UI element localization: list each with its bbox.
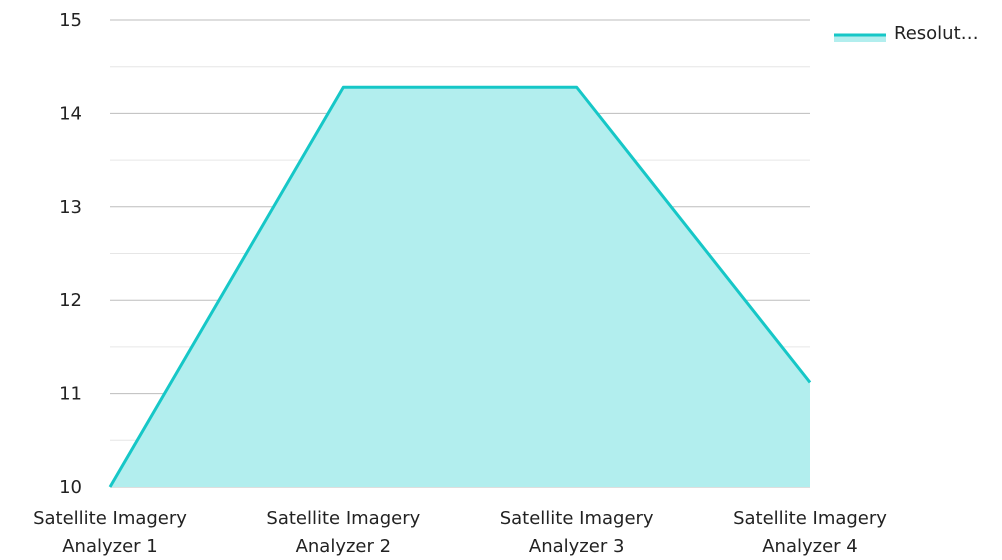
legend-label: Resolut… <box>894 23 979 44</box>
x-tick-label: Satellite Imagery Analyzer 2 <box>266 508 420 557</box>
x-tick-label: Satellite Imagery Analyzer 3 <box>500 508 654 557</box>
y-axis: 10 11 12 13 14 15 <box>59 10 82 498</box>
series-line <box>108 85 812 488</box>
y-tick-label: 13 <box>59 197 82 218</box>
series-area <box>108 85 812 488</box>
y-tick-label: 14 <box>59 103 82 124</box>
y-tick-label: 12 <box>59 290 82 311</box>
x-tick-label: Satellite Imagery Analyzer 1 <box>33 508 187 557</box>
area-fill <box>110 87 810 488</box>
x-tick-label: Satellite Imagery Analyzer 4 <box>733 508 887 557</box>
x-axis: Satellite Imagery Analyzer 1 Satellite Ima… <box>33 508 887 557</box>
y-tick-label: 15 <box>59 10 82 31</box>
y-tick-label: 10 <box>59 477 82 498</box>
legend-swatch-fill <box>834 35 886 42</box>
legend[interactable]: Resolut… <box>834 23 979 44</box>
y-tick-label: 11 <box>59 384 82 405</box>
